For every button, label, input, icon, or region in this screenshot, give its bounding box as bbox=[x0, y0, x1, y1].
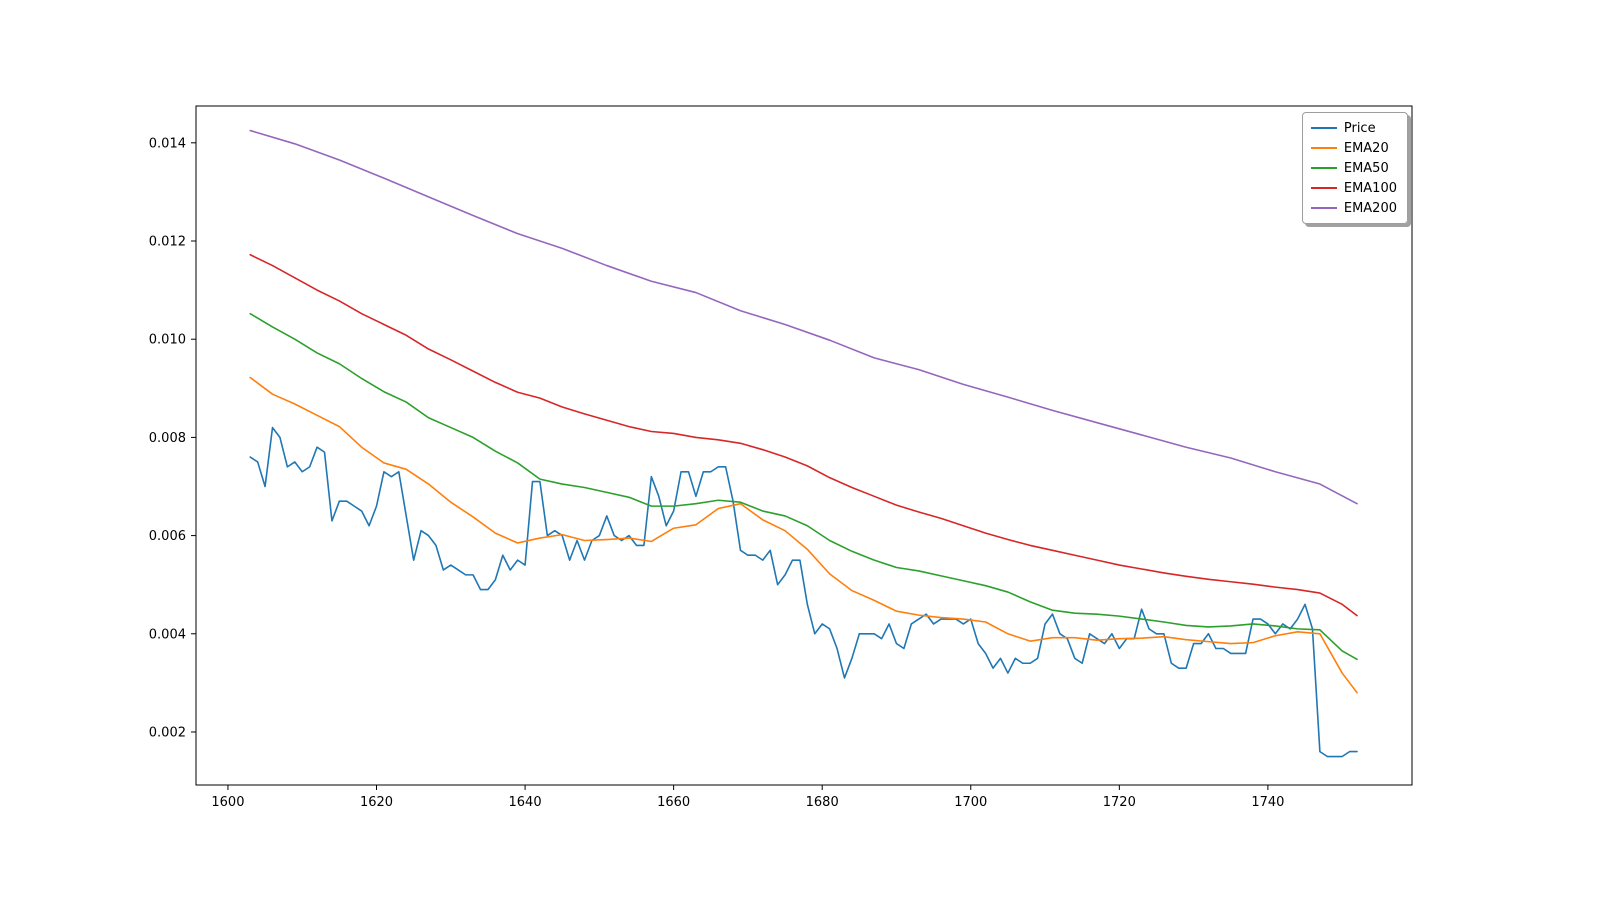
y-tick-label: 0.004 bbox=[149, 627, 186, 642]
legend-item-ema100: EMA100 bbox=[1310, 178, 1397, 198]
legend-label: EMA200 bbox=[1343, 200, 1397, 216]
legend-item-ema200: EMA200 bbox=[1310, 198, 1397, 218]
legend-item-ema50: EMA50 bbox=[1310, 158, 1397, 178]
series-line-price bbox=[249, 426, 1358, 758]
y-tick-label: 0.012 bbox=[149, 235, 186, 250]
legend-label: EMA50 bbox=[1343, 160, 1389, 176]
series-line-ema100 bbox=[249, 253, 1358, 617]
x-tick-label: 1720 bbox=[1103, 795, 1136, 810]
legend: Price EMA20 EMA50 EMA100 EMA200 bbox=[1301, 112, 1408, 224]
series-line-ema20 bbox=[249, 376, 1358, 694]
legend-swatch-ema20 bbox=[1310, 147, 1337, 149]
x-tick-label: 1600 bbox=[211, 795, 244, 810]
y-tick-label: 0.010 bbox=[149, 333, 186, 348]
x-tick-label: 1640 bbox=[509, 795, 542, 810]
legend-label: EMA100 bbox=[1343, 180, 1397, 196]
x-tick-label: 1620 bbox=[360, 795, 393, 810]
y-tick-label: 0.002 bbox=[149, 725, 186, 740]
legend-swatch-ema200 bbox=[1310, 207, 1337, 209]
legend-item-price: Price bbox=[1310, 118, 1397, 138]
legend-swatch-price bbox=[1310, 127, 1337, 129]
legend-item-ema20: EMA20 bbox=[1310, 138, 1397, 158]
x-tick-label: 1740 bbox=[1251, 795, 1284, 810]
legend-swatch-ema50 bbox=[1310, 167, 1337, 169]
x-tick-label: 1700 bbox=[954, 795, 987, 810]
series-line-ema50 bbox=[249, 312, 1358, 661]
plot-frame bbox=[195, 105, 1413, 786]
y-tick-label: 0.014 bbox=[149, 136, 186, 151]
y-tick-label: 0.006 bbox=[149, 529, 186, 544]
legend-label: Price bbox=[1343, 120, 1376, 136]
y-tick-label: 0.008 bbox=[149, 431, 186, 446]
series-line-ema200 bbox=[249, 129, 1358, 505]
x-tick-label: 1660 bbox=[657, 795, 690, 810]
x-tick-label: 1680 bbox=[806, 795, 839, 810]
legend-swatch-ema100 bbox=[1310, 187, 1337, 189]
legend-label: EMA20 bbox=[1343, 140, 1389, 156]
